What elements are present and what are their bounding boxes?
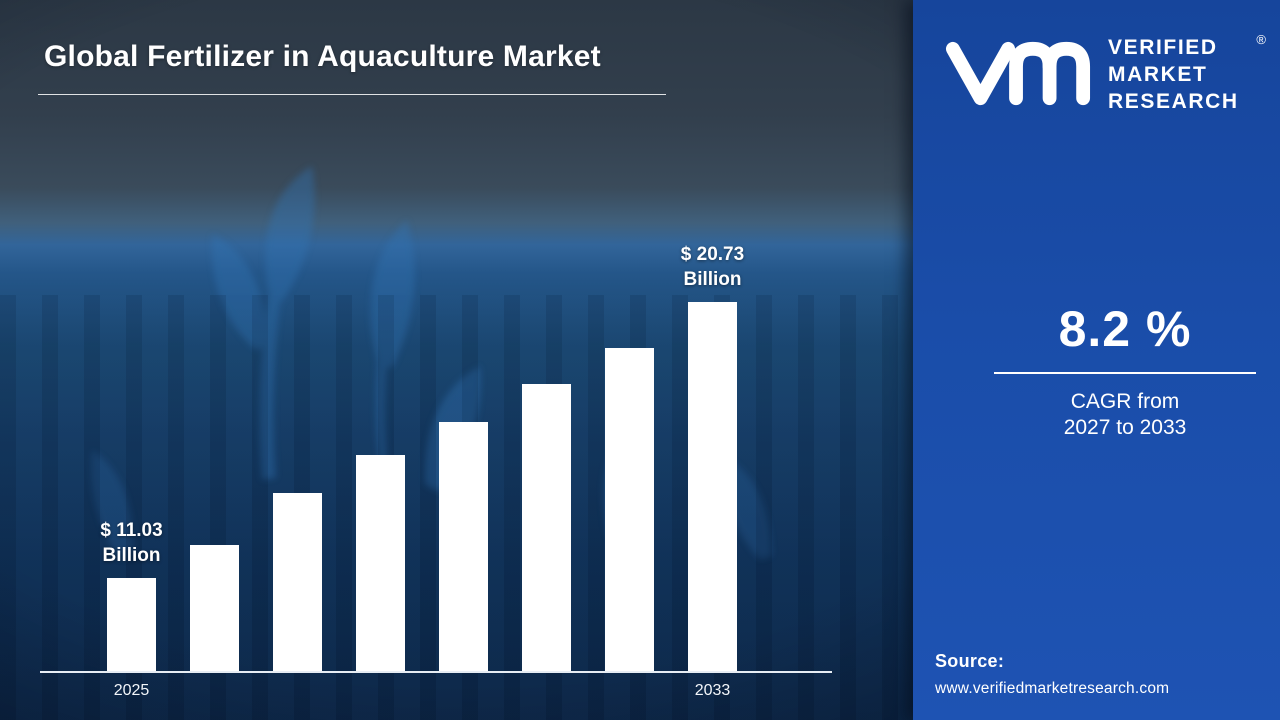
x-axis-tick: [190, 682, 239, 702]
bar-year-3: [273, 493, 322, 671]
bar-year-2: [190, 545, 239, 671]
brand-line-research: RESEARCH: [1108, 90, 1239, 113]
x-axis-line: [40, 671, 832, 673]
bar-year-7: [605, 348, 654, 671]
x-axis-tick: [273, 682, 322, 702]
page-title: Global Fertilizer in Aquaculture Market: [44, 40, 601, 73]
bar-year-4: [356, 455, 405, 671]
bar-value-unit: Billion: [683, 269, 742, 290]
cagr-caption-line1: CAGR from: [1070, 390, 1180, 413]
x-axis-tick: [439, 682, 488, 702]
cagr-value: 8.2 %: [1058, 301, 1192, 357]
bar-chart: $ 11.03 Billion $ 20.73 Billion 2025 2033: [40, 244, 832, 702]
cagr-caption: CAGR from 2027 to 2033: [994, 389, 1256, 441]
x-axis-tick: 2033: [694, 682, 731, 699]
bar-value-amount: $ 20.73: [680, 244, 745, 265]
bar-value-unit: Billion: [102, 545, 161, 566]
side-panel: VERIFIED MARKET RESEARCH ® 8.2 % CAGR fr…: [913, 0, 1280, 720]
bar-value-label: $ 20.73 Billion: [628, 242, 798, 292]
bar-year-5: [439, 422, 488, 671]
x-axis-labels: 2025 2033: [40, 682, 832, 702]
brand-lockup: VERIFIED MARKET RESEARCH ®: [913, 0, 1280, 115]
source-url[interactable]: www.verifiedmarketresearch.com: [935, 680, 1170, 697]
cagr-block: 8.2 % CAGR from 2027 to 2033: [994, 300, 1256, 441]
cagr-underline: [994, 372, 1256, 374]
bar-year-6: [522, 384, 571, 671]
source-label: Source:: [935, 651, 1005, 671]
x-axis-tick: [605, 682, 654, 702]
x-axis-tick: [522, 682, 571, 702]
x-axis-tick: [356, 682, 405, 702]
registered-trademark-icon: ®: [1256, 32, 1266, 47]
source-block: Source: www.verifiedmarketresearch.com: [935, 651, 1169, 698]
bar-value-label: $ 11.03 Billion: [47, 518, 217, 568]
bar-2033: $ 20.73 Billion: [681, 244, 744, 671]
brand-line-verified: VERIFIED: [1108, 36, 1218, 59]
title-underline: [38, 94, 666, 95]
cagr-caption-line2: 2027 to 2033: [1063, 416, 1187, 439]
brand-line-market: MARKET: [1108, 63, 1208, 86]
brand-name: VERIFIED MARKET RESEARCH: [1108, 34, 1239, 115]
bars-row: $ 11.03 Billion $ 20.73 Billion: [40, 244, 832, 671]
x-axis-tick: 2025: [113, 682, 150, 699]
bar-2025: $ 11.03 Billion: [100, 520, 163, 671]
bar-value-amount: $ 11.03: [100, 520, 163, 541]
vmr-logo-icon: [945, 41, 1091, 106]
